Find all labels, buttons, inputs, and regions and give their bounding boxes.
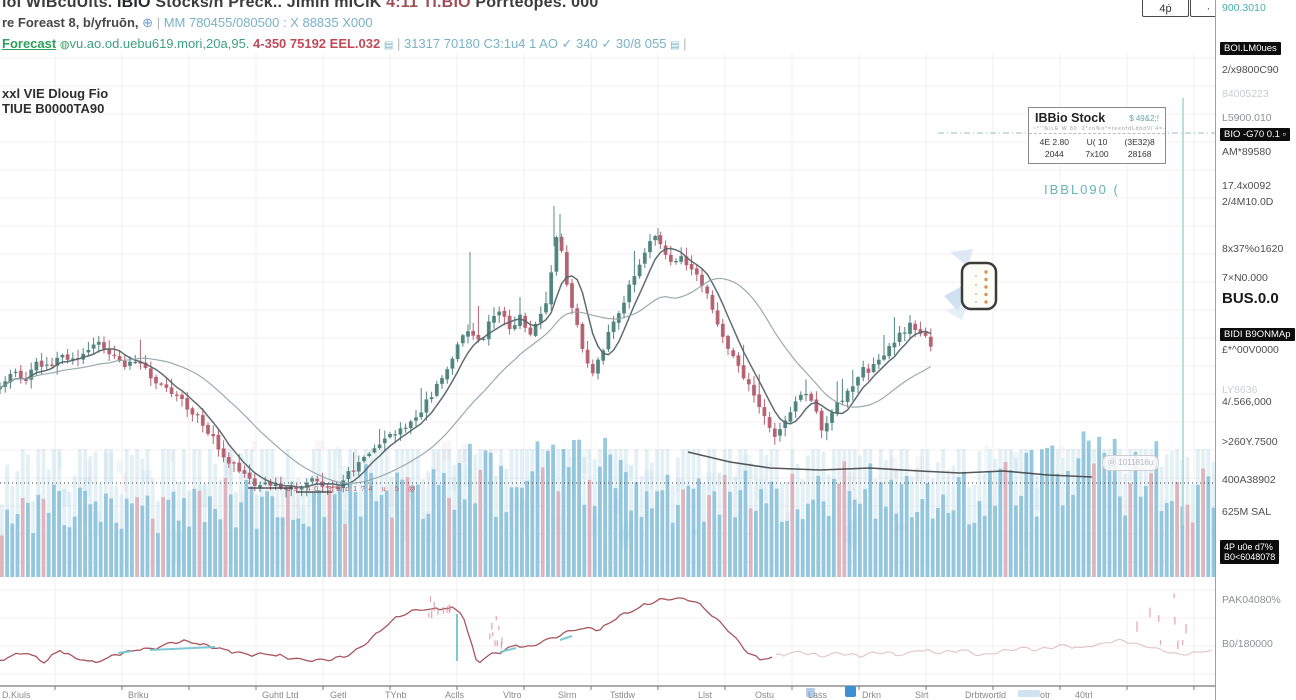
header-subtitle: re Foreast 8, b/yfruōn, ⊕ | MM 780455/08… [2, 15, 373, 31]
time-axis-label: Aclls [445, 690, 465, 700]
time-axis-label: Slrm [558, 690, 577, 700]
price-axis-label: 17.4x0092 [1222, 180, 1272, 192]
timeline-icon-2[interactable] [845, 686, 856, 697]
legend-cell: 4E 2.80 [1039, 137, 1069, 147]
title-text: Stocks/n Preck.. Jimin mICIK [150, 0, 387, 11]
time-axis-label: Llst [698, 690, 713, 700]
legend-value: $ 49&2;! [1129, 114, 1159, 123]
price-axis-label: 625M SAL [1222, 506, 1272, 518]
time-axis-label: Slrt [915, 690, 929, 700]
price-axis-label: >260Y.7500 [1222, 436, 1278, 448]
legend-table: 4E 2.80 U( 10 (3E32)8 2044 7x100 28168 [1029, 134, 1165, 163]
forecast-url-text: vu.ao.od.uebu619.mori,20a,95. [69, 36, 250, 51]
price-axis-label: 8x37%o1620 [1222, 243, 1284, 255]
time-axis[interactable]: D.Kiuls Brlku Guhtl Ltd Getl TYnb Aclls Vltro S… [0, 687, 1215, 700]
price-axis-label: PAK04080% [1222, 594, 1281, 606]
watermark-icon: Ⓓ [1108, 458, 1116, 467]
price-axis-label: L5900.010 [1222, 112, 1272, 124]
quote-stats-text: 31317 70180 C3:1u4 1 AO ✓ 340 ✓ 30/8 055 [403, 36, 667, 51]
price-axis-label: 900.3010 [1222, 2, 1266, 14]
watermark-text: 1011816u [1118, 458, 1154, 467]
legend-cell: (3E32)8 [1124, 137, 1155, 147]
price-axis-label: 2/x9800C90 [1222, 64, 1279, 76]
forecast-link[interactable]: Forecast [2, 36, 57, 51]
timeline-icon-1[interactable] [806, 688, 815, 697]
time-axis-label: Lass [808, 690, 828, 700]
price-axis-label: BIDI B9ONMAp [1220, 328, 1295, 341]
timeline-icon-3[interactable] [1018, 690, 1040, 697]
price-axis-label: 2/4M10.0D [1222, 196, 1274, 208]
time-axis-label: TYnb [385, 690, 407, 700]
time-axis-label: 40trl [1075, 690, 1093, 700]
price-axis-label: B0/180000 [1222, 638, 1273, 650]
price-axis-label: AM*89580 [1222, 146, 1272, 158]
header-title: ioi WIBcuUlts. IBIO Stocks/n Preck.. Jim… [2, 0, 598, 12]
price-axis-label: 7×N0.000 [1222, 272, 1268, 284]
callout-annotation[interactable] [944, 249, 998, 320]
legend-cell: 7x100 [1085, 149, 1109, 159]
separator: | [683, 36, 687, 51]
callout-bubble [960, 261, 998, 311]
panel-icon[interactable]: ▤ [670, 40, 680, 51]
price-axis-label: £*^00V0000 [1222, 344, 1279, 356]
legend-cell: U( 10 [1086, 137, 1108, 147]
ticker-symbol: IBIO [117, 0, 151, 11]
quote-change-text: 4-350 75192 EEL.032 [253, 36, 381, 51]
price-axis-label: BOI.LM0ues [1220, 42, 1281, 55]
plus-icon[interactable]: ⊕ [142, 15, 154, 30]
price-axis-label: 4/.566,000 [1222, 396, 1272, 408]
volume-note-text: as 40:3%o1?4 u 5 @ [286, 484, 420, 493]
time-axis-label: D.Kiuls [2, 690, 31, 700]
corner-label-1: xxl VIE Dloug Fio [2, 86, 109, 101]
subtitle-text: re Foreast 8, b/yfruōn, [2, 15, 143, 30]
separator: | [396, 36, 401, 51]
title-highlight: 4:11 Ti.BIO [386, 0, 471, 11]
legend-box: $ 49&2;! IBBio Stock ~*''%iLE W 80' 2*cn… [1028, 107, 1166, 164]
time-axis-label: Drbtwortld [965, 690, 1007, 700]
legend-cell: 2044 [1044, 149, 1064, 159]
price-axis-label: 400A38902 [1222, 474, 1276, 486]
callout-dots [974, 274, 978, 304]
time-axis-label: Getl [330, 690, 347, 700]
time-axis-label: otr [1040, 690, 1051, 700]
series-tag-label: IBBL090 ( [1044, 182, 1120, 197]
price-axis[interactable]: 900.3010 BOI.LM0ues 2/x9800C90 84005223 L590… [1215, 0, 1296, 700]
separator: | [156, 15, 161, 30]
price-axis-label: BUS.0.0 [1222, 290, 1279, 307]
title-text: ioi WIBcuUlts. [2, 0, 117, 11]
time-axis-label: Vltro [503, 690, 522, 700]
price-axis-label: 84005223 [1222, 88, 1269, 100]
time-axis-label: Guhtl Ltd [262, 690, 299, 700]
header-toolbar-row: Forecast ◍vu.ao.od.uebu619.mori,20a,95. … [2, 36, 687, 52]
legend-cell: 28168 [1127, 149, 1152, 159]
callout-dots [984, 270, 988, 304]
corner-label-2: TIUE B0000TA90 [2, 101, 105, 116]
legend-title: IBBio Stock [1035, 111, 1106, 125]
legend-title-row: $ 49&2;! IBBio Stock [1029, 108, 1165, 126]
time-axis-label: Tstldw [610, 690, 636, 700]
title-text: Porrteopes. 000 [470, 0, 599, 11]
watermark-badge: Ⓓ 1011816u [1102, 455, 1160, 471]
price-axis-label: BIO -G70 0.1 ▫ [1220, 128, 1290, 141]
subtitle-numbers: MM 780455/080500 : X 88835 X000 [163, 15, 373, 30]
time-axis-label: Brlku [128, 690, 149, 700]
chart-corner-labels: xxl VIE Dloug Fio TIUE B0000TA90 [2, 86, 108, 116]
price-axis-label: 4P u0e d7% B0<6048078 [1220, 540, 1280, 564]
legend-meta-row: ~*''%iLE W 80' 2*cn%o*=teenfdLdbdVi'4=--… [1029, 126, 1165, 134]
forecast-badge-icon: ◍ [59, 39, 70, 51]
time-axis-label: Ostu [755, 690, 775, 700]
time-axis-label: Drkn [862, 690, 882, 700]
panel-icon[interactable]: ▤ [383, 40, 394, 51]
price-axis-label: LY8636 [1222, 384, 1258, 396]
timeframe-button[interactable]: 4ṗ [1142, 0, 1189, 17]
